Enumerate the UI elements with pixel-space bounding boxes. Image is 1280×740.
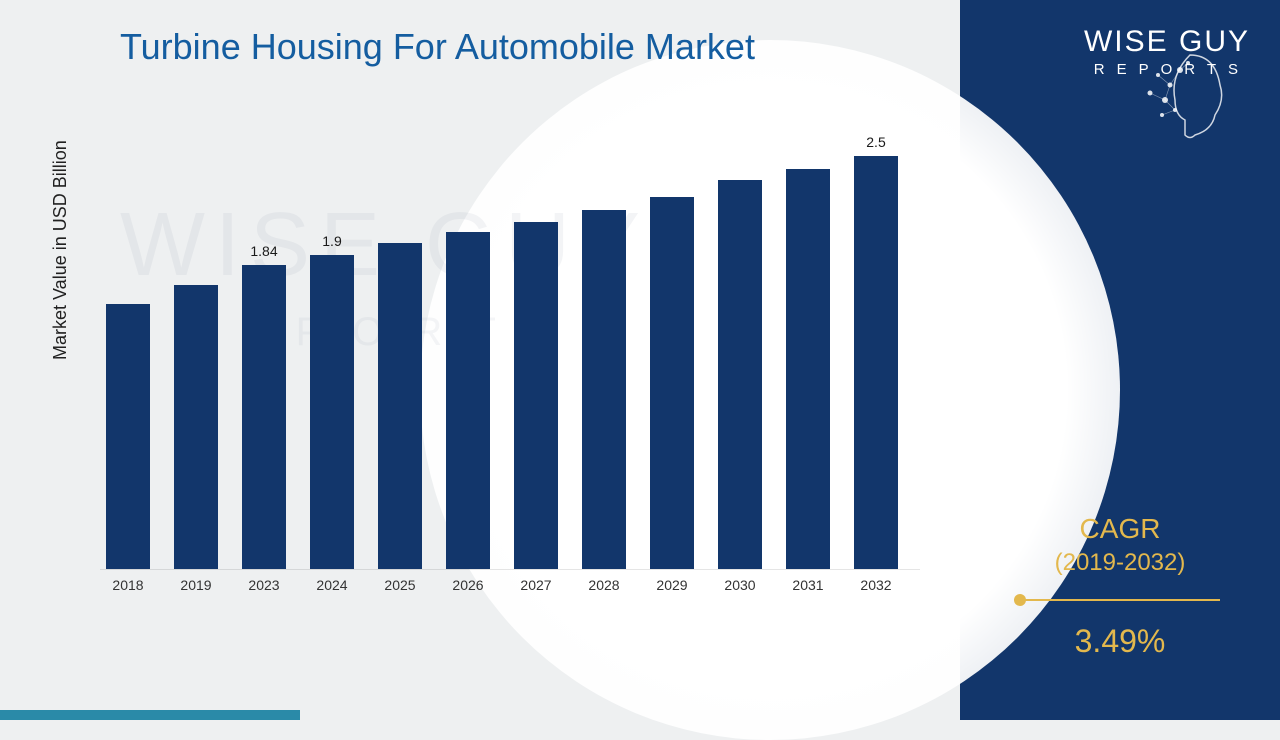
chart-container: Market Value in USD Billion 201820192023… <box>60 140 920 620</box>
bar-label-2024: 1.9 <box>302 233 362 249</box>
x-label-2018: 2018 <box>98 577 158 593</box>
x-label-2025: 2025 <box>370 577 430 593</box>
x-label-2027: 2027 <box>506 577 566 593</box>
x-label-2024: 2024 <box>302 577 362 593</box>
cagr-value: 3.49% <box>1000 623 1240 660</box>
bar-2023 <box>242 265 286 569</box>
bar-2018 <box>106 304 150 569</box>
bar-2027 <box>514 222 558 569</box>
logo: WISE GUY REPORTS <box>1084 25 1250 78</box>
x-label-2026: 2026 <box>438 577 498 593</box>
bar-2029 <box>650 197 694 569</box>
bar-2030 <box>718 180 762 569</box>
bar-label-2032: 2.5 <box>846 134 906 150</box>
y-axis-label: Market Value in USD Billion <box>50 140 71 360</box>
bar-2025 <box>378 243 422 569</box>
bar-2031 <box>786 169 830 569</box>
x-label-2032: 2032 <box>846 577 906 593</box>
bottom-accent-bar <box>0 710 300 720</box>
chart-title: Turbine Housing For Automobile Market <box>120 25 755 68</box>
bar-2026 <box>446 232 490 569</box>
x-label-2029: 2029 <box>642 577 702 593</box>
plot-area: 2018201920231.8420241.920252026202720282… <box>100 140 920 570</box>
cagr-title: CAGR <box>1000 513 1240 545</box>
x-label-2019: 2019 <box>166 577 226 593</box>
x-label-2031: 2031 <box>778 577 838 593</box>
bar-2032 <box>854 156 898 569</box>
cagr-period: (2019-2032) <box>1000 549 1240 577</box>
cagr-box: CAGR (2019-2032) 3.49% <box>1000 513 1240 660</box>
x-label-2030: 2030 <box>710 577 770 593</box>
bar-label-2023: 1.84 <box>234 243 294 259</box>
bar-2024 <box>310 255 354 569</box>
logo-head-icon <box>1120 45 1240 145</box>
bar-2028 <box>582 210 626 569</box>
x-label-2023: 2023 <box>234 577 294 593</box>
bar-2019 <box>174 285 218 569</box>
cagr-divider <box>1020 599 1220 601</box>
x-label-2028: 2028 <box>574 577 634 593</box>
